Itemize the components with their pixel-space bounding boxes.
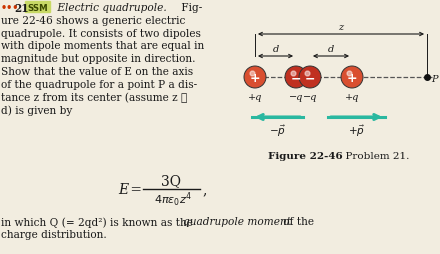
Text: +q: +q	[345, 93, 359, 102]
Text: tance z from its center (assume z ≫: tance z from its center (assume z ≫	[1, 92, 187, 103]
Text: quadrupole. It consists of two dipoles: quadrupole. It consists of two dipoles	[1, 28, 201, 38]
Text: =: =	[126, 182, 142, 196]
Text: +: +	[347, 72, 357, 85]
Circle shape	[285, 67, 307, 89]
Text: magnitude but opposite in direction.: magnitude but opposite in direction.	[1, 54, 195, 64]
Text: z: z	[338, 23, 344, 32]
Text: Problem 21.: Problem 21.	[339, 151, 409, 160]
Text: +q: +q	[248, 93, 262, 102]
Text: of the: of the	[280, 216, 314, 226]
Text: −: −	[305, 72, 315, 85]
Circle shape	[244, 67, 266, 89]
Text: of the quadrupole for a point P a dis-: of the quadrupole for a point P a dis-	[1, 80, 197, 89]
Text: charge distribution.: charge distribution.	[1, 229, 107, 239]
Text: $4\pi\varepsilon_0 z^4$: $4\pi\varepsilon_0 z^4$	[154, 189, 191, 208]
Text: $+\vec{p}$: $+\vec{p}$	[348, 123, 365, 139]
Text: quadrupole moment: quadrupole moment	[183, 216, 291, 226]
Text: Electric quadrupole.: Electric quadrupole.	[54, 3, 167, 13]
Text: d: d	[272, 45, 279, 54]
Circle shape	[299, 67, 321, 89]
Text: 21: 21	[14, 3, 29, 14]
Text: −q: −q	[303, 93, 317, 102]
Text: in which Q (= 2qd²) is known as the: in which Q (= 2qd²) is known as the	[1, 216, 196, 227]
Text: SSM: SSM	[28, 4, 48, 12]
Text: d) is given by: d) is given by	[1, 105, 72, 116]
Text: ,: ,	[202, 182, 206, 196]
Text: Fig-: Fig-	[178, 3, 202, 13]
Text: with dipole moments that are equal in: with dipole moments that are equal in	[1, 41, 204, 51]
Text: P: P	[431, 74, 437, 83]
Text: •••: •••	[1, 3, 19, 13]
FancyBboxPatch shape	[25, 2, 51, 14]
Text: E: E	[118, 182, 128, 196]
Text: +: +	[249, 72, 260, 85]
Text: −: −	[291, 72, 301, 85]
Text: ure 22-46 shows a generic electric: ure 22-46 shows a generic electric	[1, 16, 185, 26]
Text: $-\vec{p}$: $-\vec{p}$	[269, 123, 286, 139]
Text: −q: −q	[289, 93, 303, 102]
Text: d: d	[328, 45, 334, 54]
Circle shape	[341, 67, 363, 89]
Text: Figure 22-46: Figure 22-46	[268, 151, 343, 160]
Text: 3Q: 3Q	[161, 173, 181, 187]
Text: Show that the value of E on the axis: Show that the value of E on the axis	[1, 67, 193, 77]
